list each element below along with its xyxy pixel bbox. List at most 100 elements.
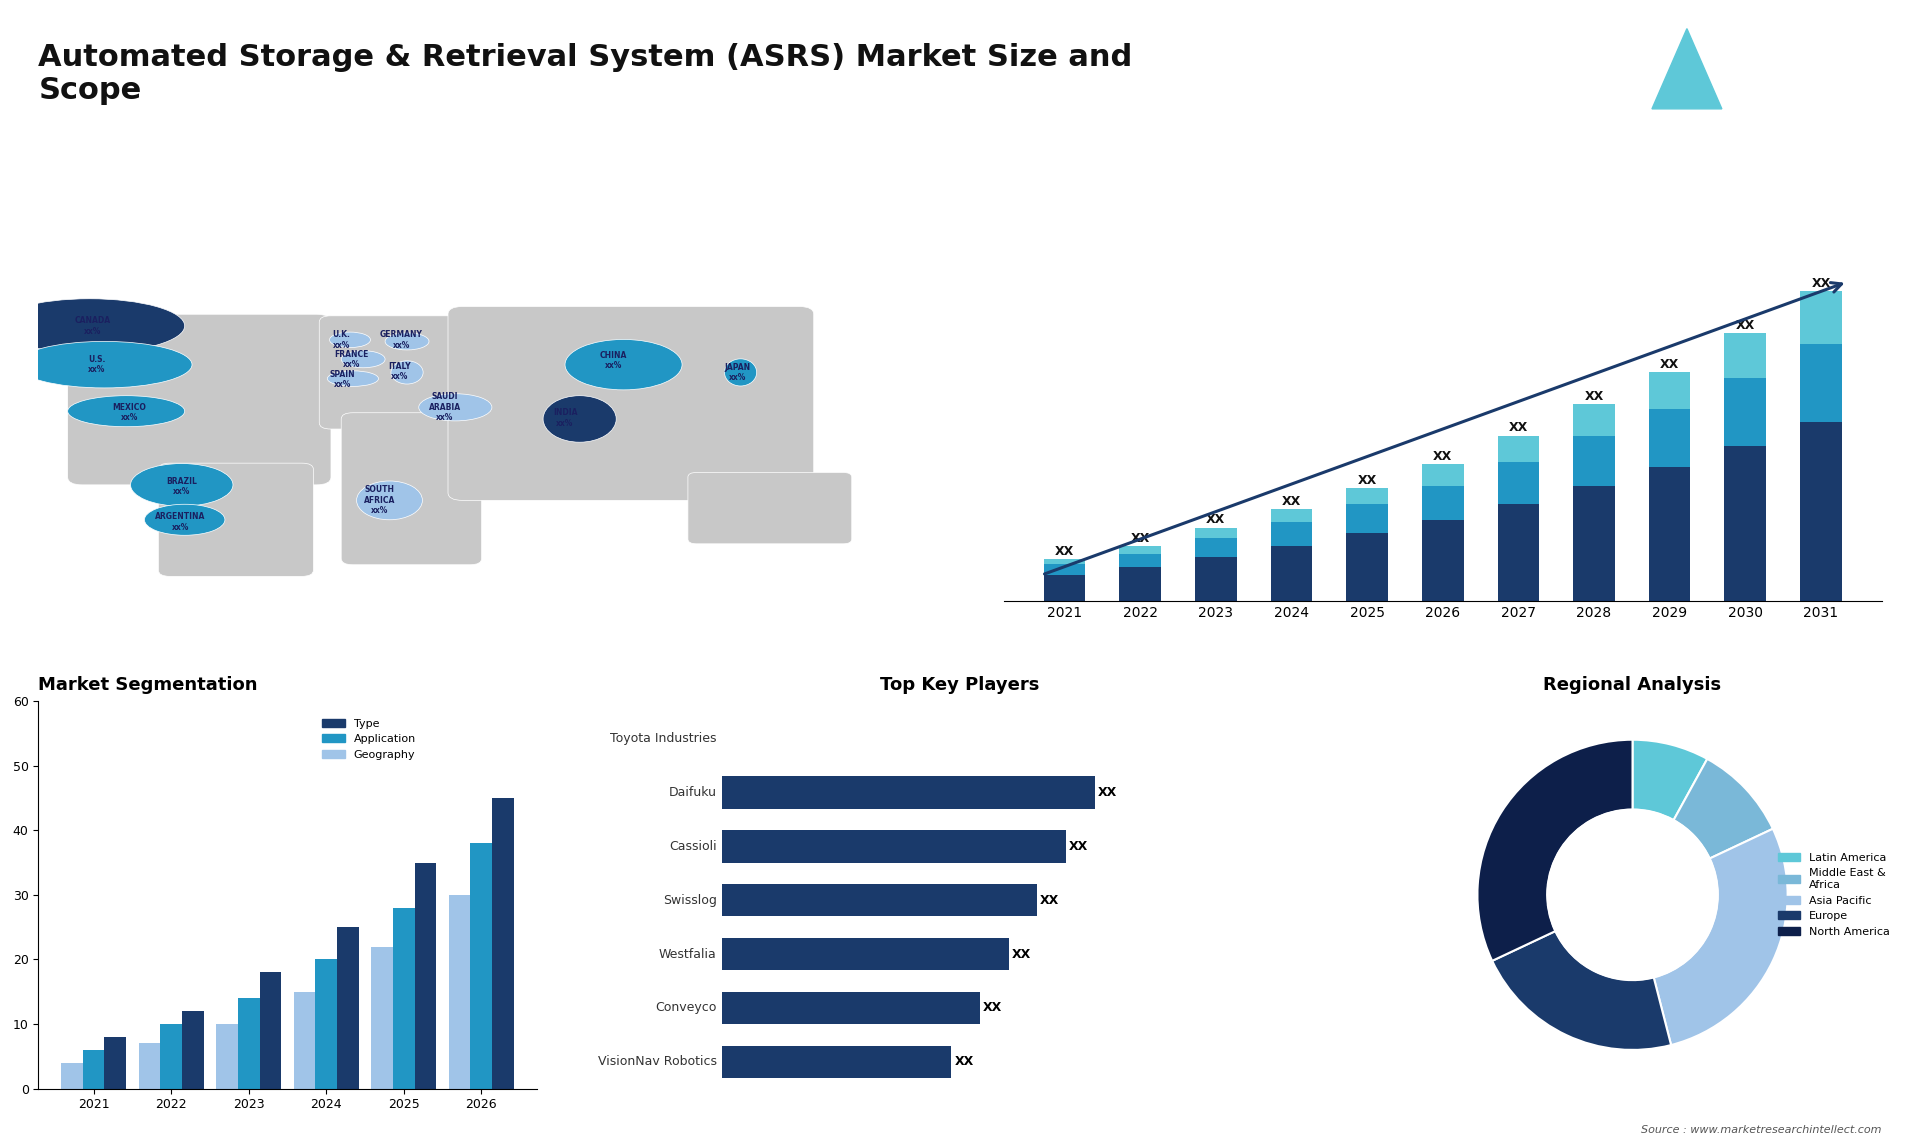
Bar <box>1044 559 1085 564</box>
Bar <box>1801 291 1841 344</box>
Text: FRANCE
xx%: FRANCE xx% <box>334 350 369 369</box>
Bar <box>1423 486 1463 519</box>
Bar <box>394 908 415 1089</box>
Text: XX: XX <box>1206 513 1225 526</box>
Bar <box>338 927 359 1089</box>
Title: Regional Analysis: Regional Analysis <box>1544 676 1722 693</box>
Ellipse shape <box>326 371 378 386</box>
Bar <box>1271 545 1311 602</box>
Text: XX: XX <box>1811 276 1830 290</box>
Text: XX: XX <box>1041 894 1060 906</box>
Ellipse shape <box>392 361 422 384</box>
Bar <box>1724 333 1766 378</box>
Bar <box>722 776 1094 809</box>
Text: VisionNav Robotics: VisionNav Robotics <box>597 1055 716 1068</box>
Text: GERMANY
xx%: GERMANY xx% <box>380 330 422 350</box>
Bar <box>83 1050 104 1089</box>
Bar <box>1119 545 1162 554</box>
Bar <box>470 843 492 1089</box>
Text: JAPAN
xx%: JAPAN xx% <box>724 363 751 382</box>
Text: XX: XX <box>1283 495 1302 508</box>
Text: XX: XX <box>1736 319 1755 331</box>
Bar <box>1572 435 1615 486</box>
Text: Daifuku: Daifuku <box>668 786 716 799</box>
Ellipse shape <box>131 463 232 507</box>
Text: SPAIN
xx%: SPAIN xx% <box>330 370 355 390</box>
Bar <box>1194 539 1236 557</box>
Text: XX: XX <box>954 1055 973 1068</box>
Bar <box>1572 405 1615 435</box>
Bar <box>182 1011 204 1089</box>
Ellipse shape <box>419 394 492 421</box>
FancyBboxPatch shape <box>447 306 814 501</box>
Bar <box>1044 564 1085 575</box>
Ellipse shape <box>543 395 616 442</box>
Text: CANADA
xx%: CANADA xx% <box>75 316 111 336</box>
Bar <box>1423 464 1463 486</box>
Bar <box>1724 446 1766 602</box>
Text: Swisslog: Swisslog <box>662 894 716 906</box>
Text: Market Segmentation: Market Segmentation <box>38 676 257 693</box>
Bar <box>259 972 280 1089</box>
Wedge shape <box>1492 932 1670 1050</box>
Text: XX: XX <box>1357 473 1377 487</box>
Bar <box>1346 533 1388 602</box>
Ellipse shape <box>724 359 756 386</box>
Bar <box>1119 567 1162 602</box>
Bar <box>1649 468 1690 602</box>
Text: ARGENTINA
xx%: ARGENTINA xx% <box>156 512 205 532</box>
FancyBboxPatch shape <box>687 472 852 544</box>
Text: SOUTH
AFRICA
xx%: SOUTH AFRICA xx% <box>363 486 396 516</box>
Bar <box>1346 488 1388 504</box>
Text: Westfalia: Westfalia <box>659 948 716 960</box>
Bar <box>61 1062 83 1089</box>
Text: XX: XX <box>1131 532 1150 544</box>
Bar <box>722 937 1008 971</box>
Polygon shape <box>1651 29 1722 109</box>
Bar <box>238 998 259 1089</box>
Bar <box>415 863 436 1089</box>
Text: XX: XX <box>1661 359 1680 371</box>
Bar <box>217 1025 238 1089</box>
Text: ITALY
xx%: ITALY xx% <box>388 362 411 382</box>
Text: Conveyco: Conveyco <box>655 1002 716 1014</box>
Bar <box>1044 575 1085 602</box>
Text: SAUDI
ARABIA
xx%: SAUDI ARABIA xx% <box>428 392 461 422</box>
Circle shape <box>1548 809 1718 980</box>
Bar <box>1649 409 1690 468</box>
Bar <box>1346 504 1388 533</box>
Text: Source : www.marketresearchintellect.com: Source : www.marketresearchintellect.com <box>1642 1124 1882 1135</box>
Ellipse shape <box>564 339 682 390</box>
Bar <box>1498 435 1540 462</box>
Ellipse shape <box>386 332 428 350</box>
Text: Cassioli: Cassioli <box>668 840 716 853</box>
Text: XX: XX <box>1012 948 1031 960</box>
Bar <box>1649 372 1690 409</box>
FancyBboxPatch shape <box>319 316 490 429</box>
Bar <box>104 1037 127 1089</box>
Text: XX: XX <box>1098 786 1117 799</box>
Bar <box>1119 554 1162 567</box>
Bar <box>1801 423 1841 602</box>
Text: MEXICO
xx%: MEXICO xx% <box>111 403 146 423</box>
Text: XX: XX <box>1054 544 1073 558</box>
Bar <box>1271 509 1311 523</box>
Text: U.S.
xx%: U.S. xx% <box>88 355 106 375</box>
FancyBboxPatch shape <box>342 413 482 565</box>
Bar <box>722 830 1066 863</box>
Bar <box>1194 557 1236 602</box>
Bar <box>722 884 1037 917</box>
Text: XX: XX <box>1069 840 1089 853</box>
Ellipse shape <box>330 332 371 347</box>
Text: Automated Storage & Retrieval System (ASRS) Market Size and
Scope: Automated Storage & Retrieval System (AS… <box>38 42 1133 105</box>
Bar <box>159 1025 182 1089</box>
Text: U.K.
xx%: U.K. xx% <box>332 330 349 350</box>
Bar <box>371 947 394 1089</box>
Ellipse shape <box>17 342 192 388</box>
Ellipse shape <box>67 395 184 426</box>
Wedge shape <box>1674 759 1772 858</box>
Bar <box>138 1044 159 1089</box>
FancyBboxPatch shape <box>157 463 313 576</box>
Bar <box>1498 462 1540 504</box>
Bar <box>492 798 515 1089</box>
